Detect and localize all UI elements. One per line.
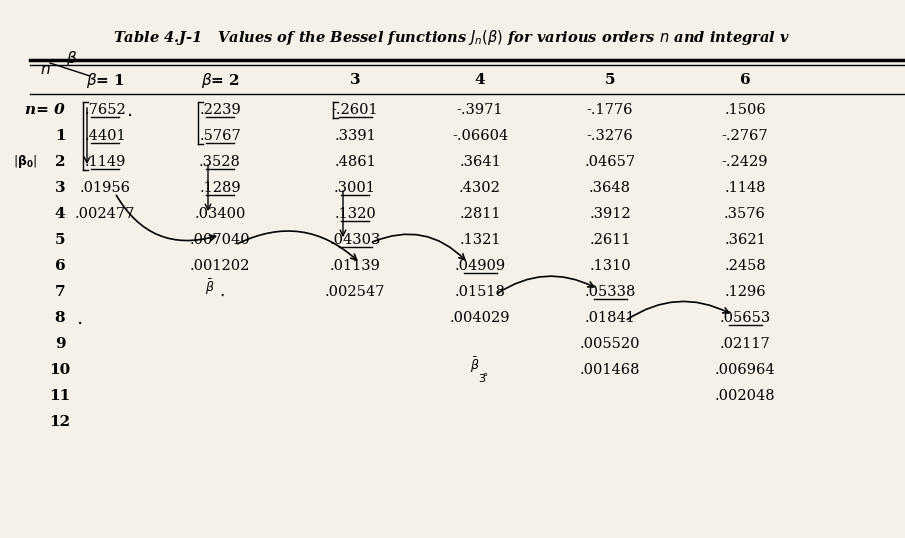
Text: .1289: .1289 (199, 181, 241, 195)
Text: .002477: .002477 (75, 207, 135, 221)
Text: .02117: .02117 (719, 337, 770, 351)
Text: .3576: .3576 (724, 207, 766, 221)
Text: .1320: .1320 (334, 207, 376, 221)
Text: 7: 7 (54, 285, 65, 299)
Text: .2611: .2611 (589, 233, 631, 247)
Text: 8: 8 (54, 311, 65, 325)
Text: 6: 6 (739, 73, 750, 87)
Text: $\bar{\beta}$: $\bar{\beta}$ (471, 355, 480, 375)
Text: .1310: .1310 (589, 259, 631, 273)
Text: .3528: .3528 (199, 155, 241, 169)
Text: $\cdot$: $\cdot$ (219, 286, 224, 304)
Text: .03400: .03400 (195, 207, 245, 221)
Text: .001468: .001468 (580, 363, 640, 377)
Text: -.06604: -.06604 (452, 129, 508, 143)
Text: 4: 4 (475, 73, 485, 87)
Text: .4302: .4302 (459, 181, 501, 195)
Text: 11: 11 (50, 389, 71, 403)
Text: 5: 5 (605, 73, 615, 87)
Text: .04657: .04657 (585, 155, 635, 169)
Text: .04909: .04909 (454, 259, 506, 273)
Text: .4401: .4401 (84, 129, 126, 143)
Text: .002547: .002547 (325, 285, 386, 299)
Text: 4: 4 (54, 207, 65, 221)
Text: .1321: .1321 (459, 233, 500, 247)
Text: .007040: .007040 (190, 233, 251, 247)
Text: .006964: .006964 (715, 363, 776, 377)
Text: .3391: .3391 (334, 129, 376, 143)
Text: 3: 3 (349, 73, 360, 87)
Text: .05338: .05338 (585, 285, 635, 299)
Text: $n$: $n$ (40, 63, 51, 77)
Text: $3$: $3$ (478, 372, 486, 384)
Text: $\beta$= 2: $\beta$= 2 (201, 70, 240, 89)
Text: .004029: .004029 (450, 311, 510, 325)
Text: $\beta$= 1: $\beta$= 1 (86, 70, 125, 89)
Text: .005520: .005520 (580, 337, 640, 351)
Text: .3641: .3641 (459, 155, 500, 169)
Text: -.2429: -.2429 (722, 155, 768, 169)
Text: .: . (127, 101, 133, 119)
Text: .01139: .01139 (329, 259, 380, 273)
Text: .2811: .2811 (459, 207, 500, 221)
Text: .001202: .001202 (190, 259, 250, 273)
Text: $\bar{\beta}$: $\bar{\beta}$ (205, 277, 214, 297)
Text: .04303: .04303 (329, 233, 381, 247)
Text: 2: 2 (54, 155, 65, 169)
Text: 12: 12 (50, 415, 71, 429)
Text: .002048: .002048 (715, 389, 776, 403)
Text: 1: 1 (54, 129, 65, 143)
Text: n= 0: n= 0 (25, 103, 65, 117)
Text: $\circ$: $\circ$ (481, 368, 489, 378)
Text: .01518: .01518 (454, 285, 505, 299)
Text: .3621: .3621 (724, 233, 766, 247)
Text: -.1776: -.1776 (586, 103, 634, 117)
Text: 6: 6 (54, 259, 65, 273)
Text: .05653: .05653 (719, 311, 771, 325)
Text: .01841: .01841 (585, 311, 635, 325)
Text: 10: 10 (50, 363, 71, 377)
Text: $|\mathbf{\beta_0}|$: $|\mathbf{\beta_0}|$ (13, 153, 37, 171)
Text: .1296: .1296 (724, 285, 766, 299)
Text: .3648: .3648 (589, 181, 631, 195)
Text: .3001: .3001 (334, 181, 376, 195)
Text: .1149: .1149 (84, 155, 126, 169)
Text: .: . (77, 308, 83, 328)
Text: $\beta$: $\beta$ (66, 48, 78, 67)
Text: .1148: .1148 (724, 181, 766, 195)
Text: .2239: .2239 (199, 103, 241, 117)
Text: .3912: .3912 (589, 207, 631, 221)
Text: -.3276: -.3276 (586, 129, 634, 143)
Text: .01956: .01956 (80, 181, 130, 195)
Text: .1506: .1506 (724, 103, 766, 117)
Text: 5: 5 (54, 233, 65, 247)
Text: .4861: .4861 (334, 155, 376, 169)
Text: Table 4.J-1   Values of the Bessel functions $J_n(\beta)$ for various orders $n$: Table 4.J-1 Values of the Bessel functio… (113, 28, 790, 47)
Text: -.2767: -.2767 (721, 129, 768, 143)
Text: 9: 9 (54, 337, 65, 351)
Text: .5767: .5767 (199, 129, 241, 143)
Text: .7652: .7652 (84, 103, 126, 117)
Text: -.3971: -.3971 (457, 103, 503, 117)
Text: -.2601: -.2601 (332, 103, 378, 117)
Text: 3: 3 (54, 181, 65, 195)
Text: .2458: .2458 (724, 259, 766, 273)
